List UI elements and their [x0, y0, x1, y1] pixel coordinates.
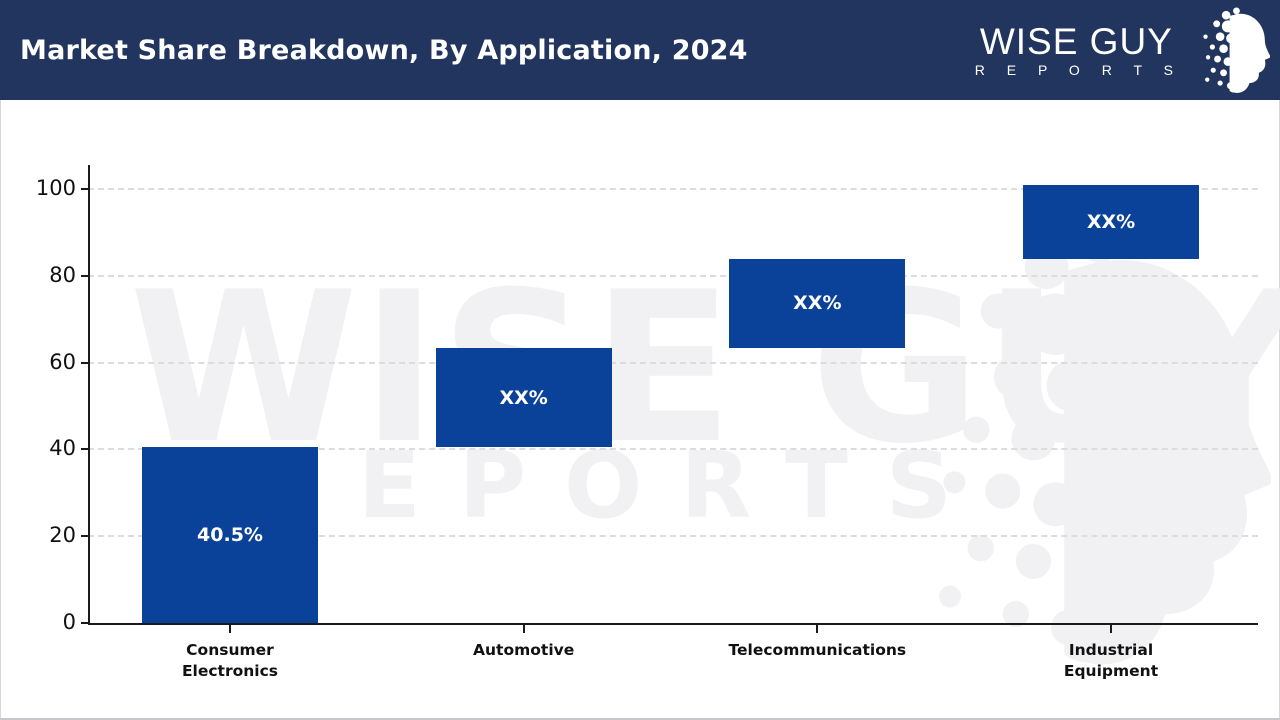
- watermark-head-icon: [930, 227, 1271, 665]
- gridline-20: [88, 535, 1258, 538]
- x-tick-label-line: Consumer: [186, 641, 274, 659]
- gridline-40: [88, 448, 1258, 451]
- x-tick-consumer-electronics: [229, 625, 231, 633]
- bar-automotive: XX%: [435, 347, 612, 448]
- y-tick-label-100: 100: [35, 176, 76, 200]
- x-tick-telecommunications: [816, 625, 819, 633]
- y-tick-0: [81, 622, 88, 624]
- gridline-80: [88, 274, 1258, 277]
- gridline-100: [88, 188, 1258, 190]
- x-axis: [88, 623, 1258, 625]
- x-tick-industrial-equipment: [1110, 625, 1112, 633]
- gridline-60: [88, 361, 1258, 364]
- x-tick-label-line: Equipment: [1063, 662, 1159, 680]
- logo-head-icon: [1203, 7, 1270, 93]
- x-tick-label-consumer-electronics: Consumer Electronics: [110, 640, 350, 682]
- y-tick-60: [81, 361, 88, 364]
- logo-subtitle: R E P O R T S: [974, 61, 1182, 78]
- x-tick-label-line: Electronics: [181, 662, 279, 680]
- x-tick-label-line: Automotive: [473, 641, 575, 659]
- y-tick-label-20: 20: [49, 523, 76, 548]
- x-tick-label-industrial-equipment: Industrial Equipment: [991, 640, 1231, 682]
- bar-industrial-equipment: XX%: [1023, 185, 1199, 259]
- y-axis: [88, 165, 90, 625]
- bar-value-label: XX%: [499, 386, 548, 409]
- wise-guy-logo: WISE GUY R E P O R T S: [971, 4, 1280, 96]
- y-tick-20: [81, 535, 88, 538]
- x-tick-label-line: Telecommunications: [728, 641, 907, 659]
- y-tick-80: [81, 274, 88, 277]
- x-tick-label-automotive: Automotive: [404, 640, 644, 661]
- y-tick-label-60: 60: [49, 349, 76, 374]
- bar-value-label: XX%: [1086, 210, 1136, 233]
- header: Market Share Breakdown, By Application, …: [0, 0, 1280, 100]
- x-tick-automotive: [522, 625, 525, 633]
- x-tick-label-line: Industrial: [1068, 641, 1154, 659]
- y-tick-100: [81, 188, 88, 190]
- y-tick-label-40: 40: [49, 436, 76, 461]
- y-tick-label-0: 0: [62, 610, 76, 634]
- logo-wordmark: WISE GUY: [979, 20, 1173, 62]
- logo-text: WISE GUY R E P O R T S: [971, 20, 1182, 78]
- page-title: Market Share Breakdown, By Application, …: [20, 34, 748, 66]
- bar-value-label: XX%: [793, 292, 842, 315]
- y-tick-40: [81, 448, 88, 451]
- x-tick-label-telecommunications: Telecommunications: [697, 640, 937, 661]
- bar-telecommunications: XX%: [729, 258, 906, 348]
- y-tick-label-80: 80: [49, 262, 76, 287]
- bar-value-label: 40.5%: [197, 524, 263, 547]
- bar-consumer-electronics: 40.5%: [142, 447, 318, 623]
